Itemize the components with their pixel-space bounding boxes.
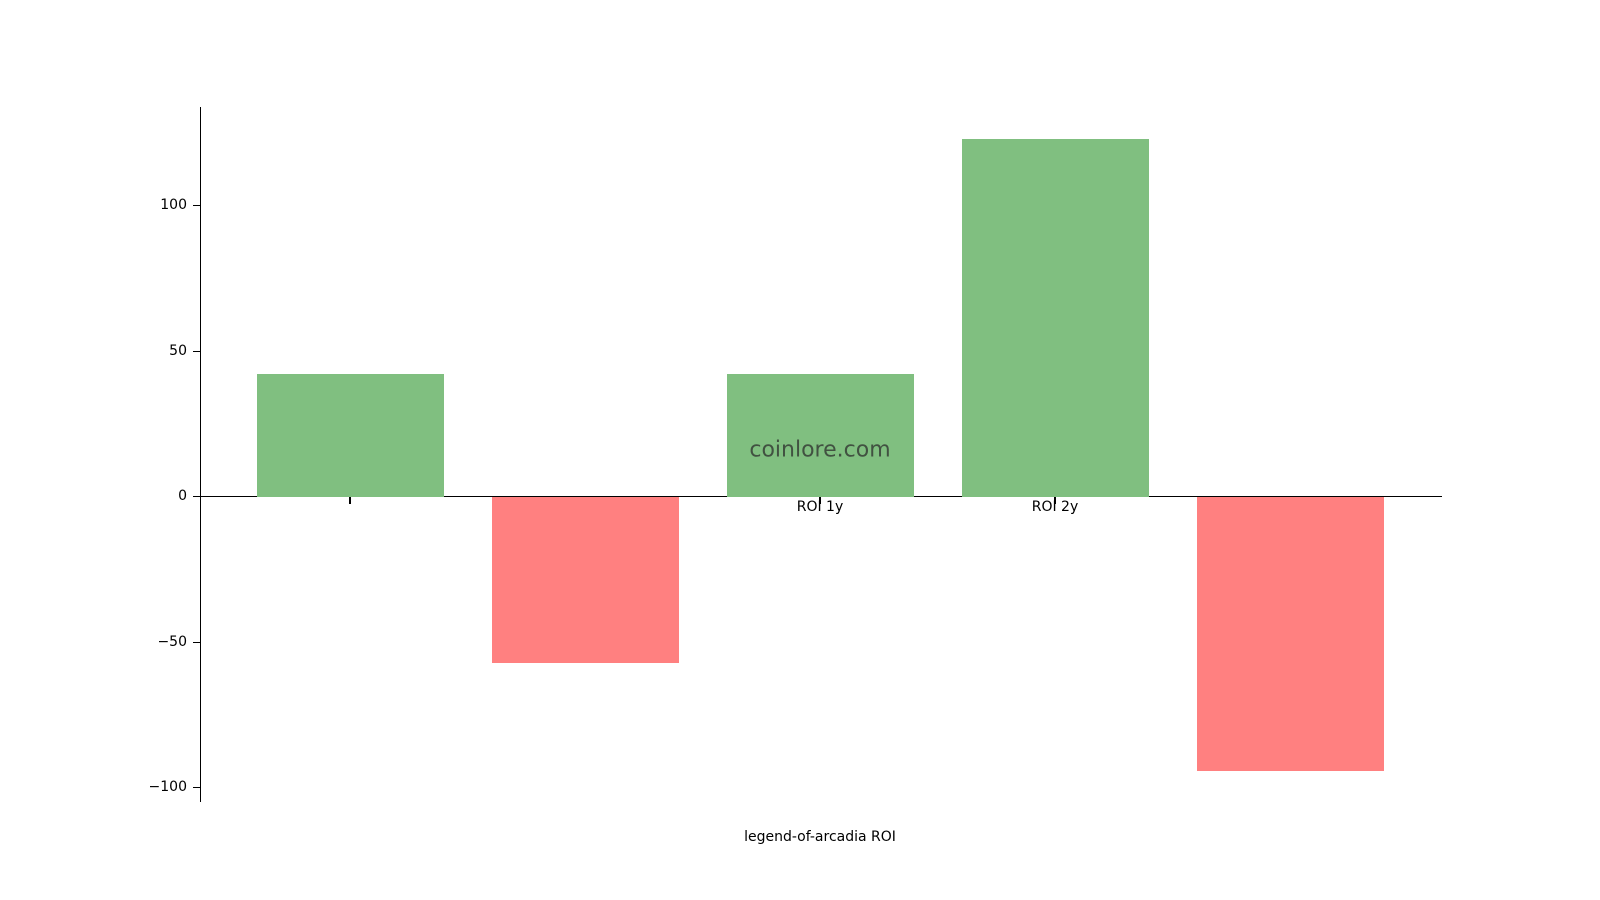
x-tick-label: ROI 2y <box>1031 498 1079 515</box>
x-axis-zero-line <box>200 496 1442 498</box>
y-axis-spine <box>199 107 201 802</box>
y-tick <box>193 205 200 207</box>
y-tick-label: 50 <box>169 342 187 359</box>
y-tick <box>193 496 200 498</box>
x-tick <box>1054 496 1056 504</box>
bar-series-4 <box>1196 497 1384 771</box>
y-tick-label: −100 <box>148 779 187 796</box>
chart-caption: legend-of-arcadia ROI <box>744 829 896 845</box>
y-tick <box>193 350 200 352</box>
x-tick <box>349 496 351 504</box>
watermark-text: coinlore.com <box>749 437 891 463</box>
y-tick-label: 0 <box>178 488 187 505</box>
y-tick-label: −50 <box>157 633 187 650</box>
bar-series-1 <box>491 497 679 664</box>
bar-roi-2y <box>961 138 1149 497</box>
bar-series-0 <box>256 374 444 497</box>
y-tick <box>193 787 200 789</box>
x-tick-label: ROI 1y <box>796 498 844 515</box>
y-tick-label: 100 <box>160 197 187 214</box>
y-tick <box>193 641 200 643</box>
bar-roi-1y <box>726 374 914 497</box>
x-tick <box>819 496 821 504</box>
